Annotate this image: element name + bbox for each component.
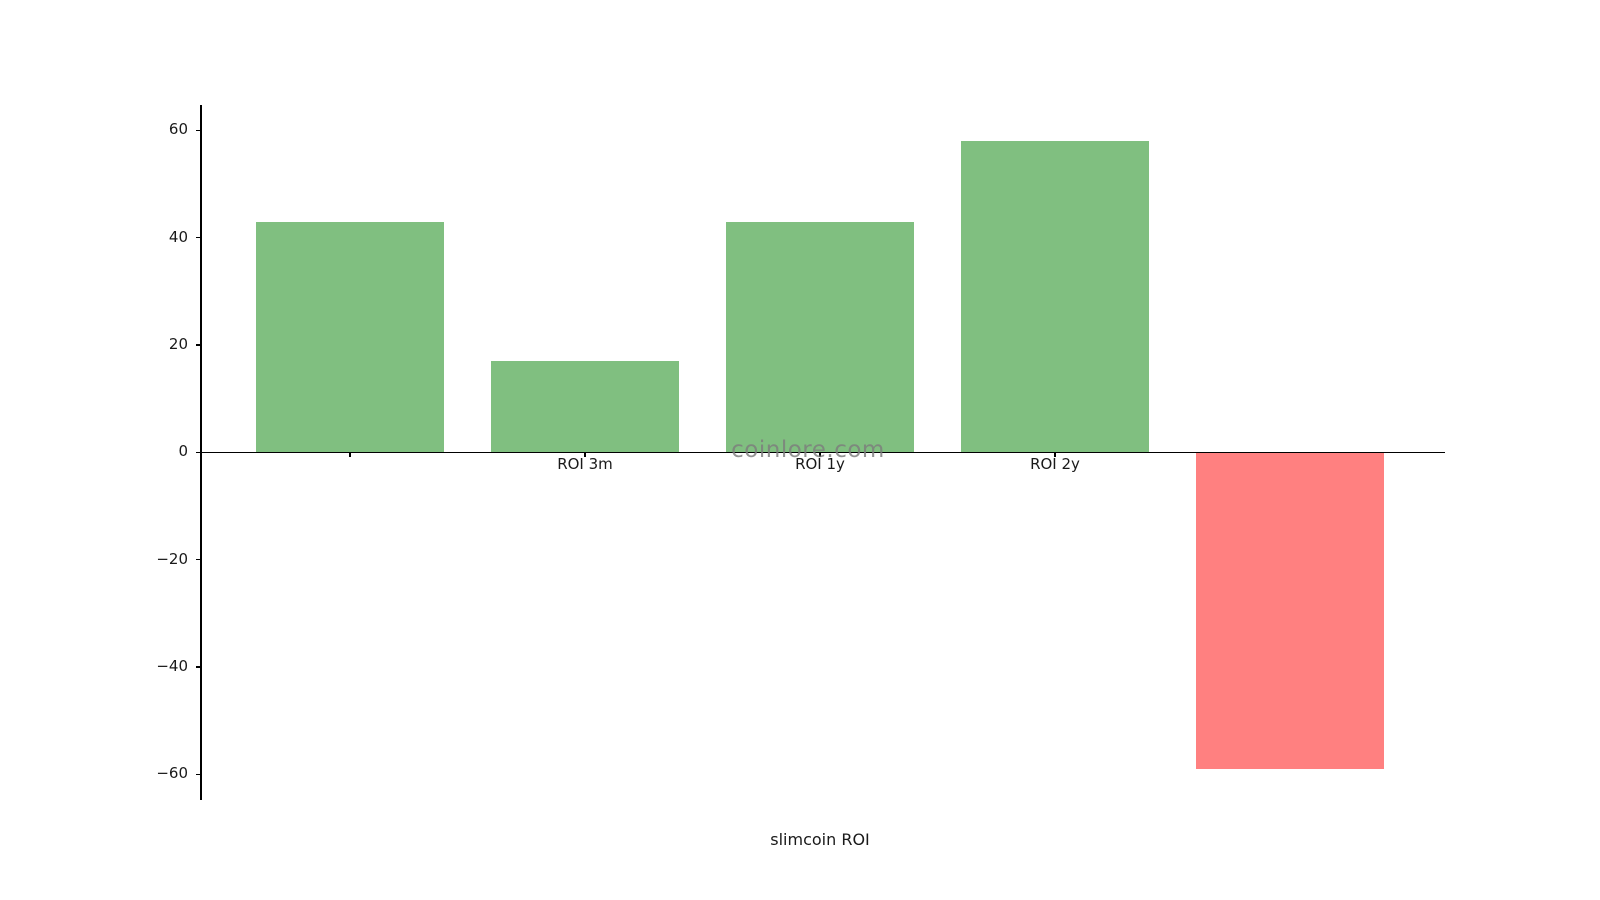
y-tick-label: −60 bbox=[156, 764, 188, 783]
bar bbox=[256, 221, 444, 453]
y-tick-mark bbox=[196, 773, 201, 775]
x-axis-line bbox=[201, 451, 1445, 453]
bar bbox=[491, 361, 679, 453]
x-tick-label: ROI 3m bbox=[557, 455, 613, 474]
y-tick-label: 40 bbox=[168, 227, 188, 246]
x-tick-mark bbox=[349, 452, 351, 458]
y-tick-mark bbox=[196, 129, 201, 132]
y-tick-mark bbox=[196, 666, 201, 668]
x-tick-mark bbox=[819, 452, 821, 458]
y-axis-line bbox=[200, 105, 202, 800]
bar bbox=[961, 141, 1149, 453]
x-tick-mark bbox=[584, 452, 586, 458]
y-tick-label: 20 bbox=[168, 335, 188, 353]
x-tick-mark bbox=[1054, 452, 1056, 458]
chart-title: slimcoin ROI bbox=[770, 830, 870, 849]
y-tick-label: 60 bbox=[168, 120, 188, 139]
y-tick-mark bbox=[196, 237, 201, 239]
y-tick-label: −40 bbox=[156, 656, 188, 675]
bar bbox=[1196, 452, 1384, 769]
y-tick-mark bbox=[196, 558, 201, 561]
x-tick-label: ROI 1y bbox=[795, 455, 845, 474]
watermark: coinlore.com bbox=[731, 437, 885, 463]
y-tick-label: −20 bbox=[156, 549, 188, 568]
y-tick-label: 0 bbox=[178, 442, 188, 461]
x-tick-label: ROI 2y bbox=[1030, 455, 1080, 474]
y-tick-mark bbox=[196, 344, 201, 346]
bar bbox=[726, 221, 914, 453]
y-tick-mark bbox=[196, 451, 201, 453]
